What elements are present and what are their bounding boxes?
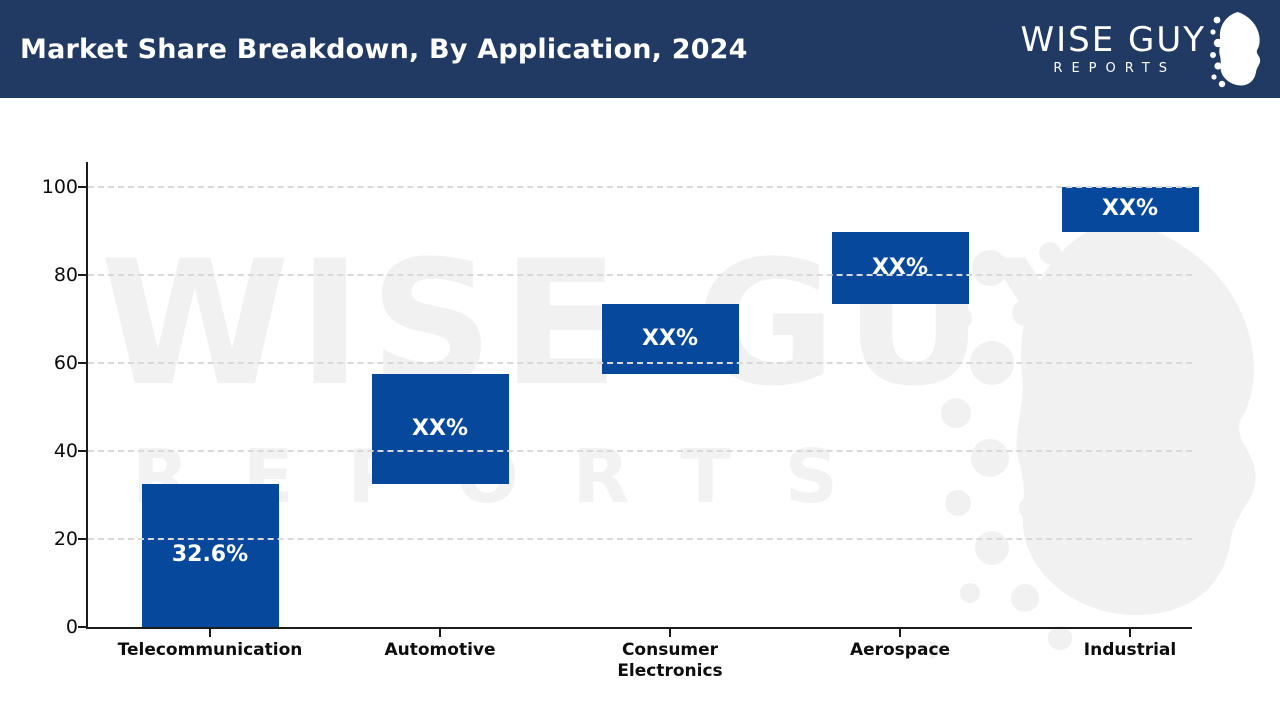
y-tick-mark — [78, 274, 86, 276]
y-axis-line — [86, 162, 88, 629]
x-category-label: Industrial — [1083, 640, 1177, 660]
bar-automotive — [371, 374, 509, 484]
x-category-label: Aerospace — [849, 640, 951, 660]
gridline — [88, 450, 1192, 452]
y-tick-label: 100 — [41, 176, 78, 198]
x-tick-mark — [209, 629, 211, 637]
x-axis-line — [86, 627, 1192, 629]
x-tick-mark — [1129, 629, 1131, 637]
y-tick-label: 60 — [53, 352, 78, 374]
y-tick-label: 20 — [53, 528, 78, 550]
x-category-label: Telecommunication — [117, 640, 303, 660]
logo-wordmark: WISE GUY — [1020, 19, 1206, 60]
y-tick-label: 0 — [65, 616, 78, 638]
bar-value-label: XX% — [872, 254, 928, 280]
bar-value-label: XX% — [412, 415, 468, 441]
y-tick-mark — [78, 362, 86, 364]
chart-title: Market Share Breakdown, By Application, … — [20, 33, 748, 65]
watermark-face-icon — [930, 218, 1256, 659]
y-tick-mark — [78, 626, 86, 628]
bar-telecommunication — [141, 483, 279, 627]
x-tick-mark — [899, 629, 901, 637]
x-category-label: Consumer Electronics — [617, 640, 723, 681]
plot-area: WISE GUY REPORTS 0 20 40 60 80 100 32.6% Teleco… — [0, 98, 1280, 720]
bar-industrial — [1061, 187, 1199, 232]
logo-face-icon — [1210, 12, 1261, 88]
bar-aerospace — [831, 231, 969, 305]
bar-value-label: XX% — [642, 326, 698, 352]
gridline — [88, 538, 1192, 540]
y-tick-label: 40 — [53, 440, 78, 462]
y-tick-mark — [78, 186, 86, 188]
wiseguy-logo: WISE GUY REPORTS — [1020, 10, 1266, 88]
gridline — [88, 274, 1192, 276]
logo-subtext: REPORTS — [1053, 60, 1177, 76]
bar-value-label: XX% — [1102, 196, 1158, 222]
gridline — [88, 362, 1192, 364]
x-tick-mark — [439, 629, 441, 637]
logo-text: WISE GUY REPORTS — [1020, 23, 1206, 76]
x-tick-mark — [669, 629, 671, 637]
bar-value-label: 32.6% — [171, 542, 249, 568]
y-tick-mark — [78, 538, 86, 540]
y-tick-label: 80 — [53, 264, 78, 286]
y-tick-mark — [78, 450, 86, 452]
header-bar: Market Share Breakdown, By Application, … — [0, 0, 1280, 98]
x-category-label: Automotive — [384, 640, 496, 660]
gridline — [88, 186, 1192, 188]
